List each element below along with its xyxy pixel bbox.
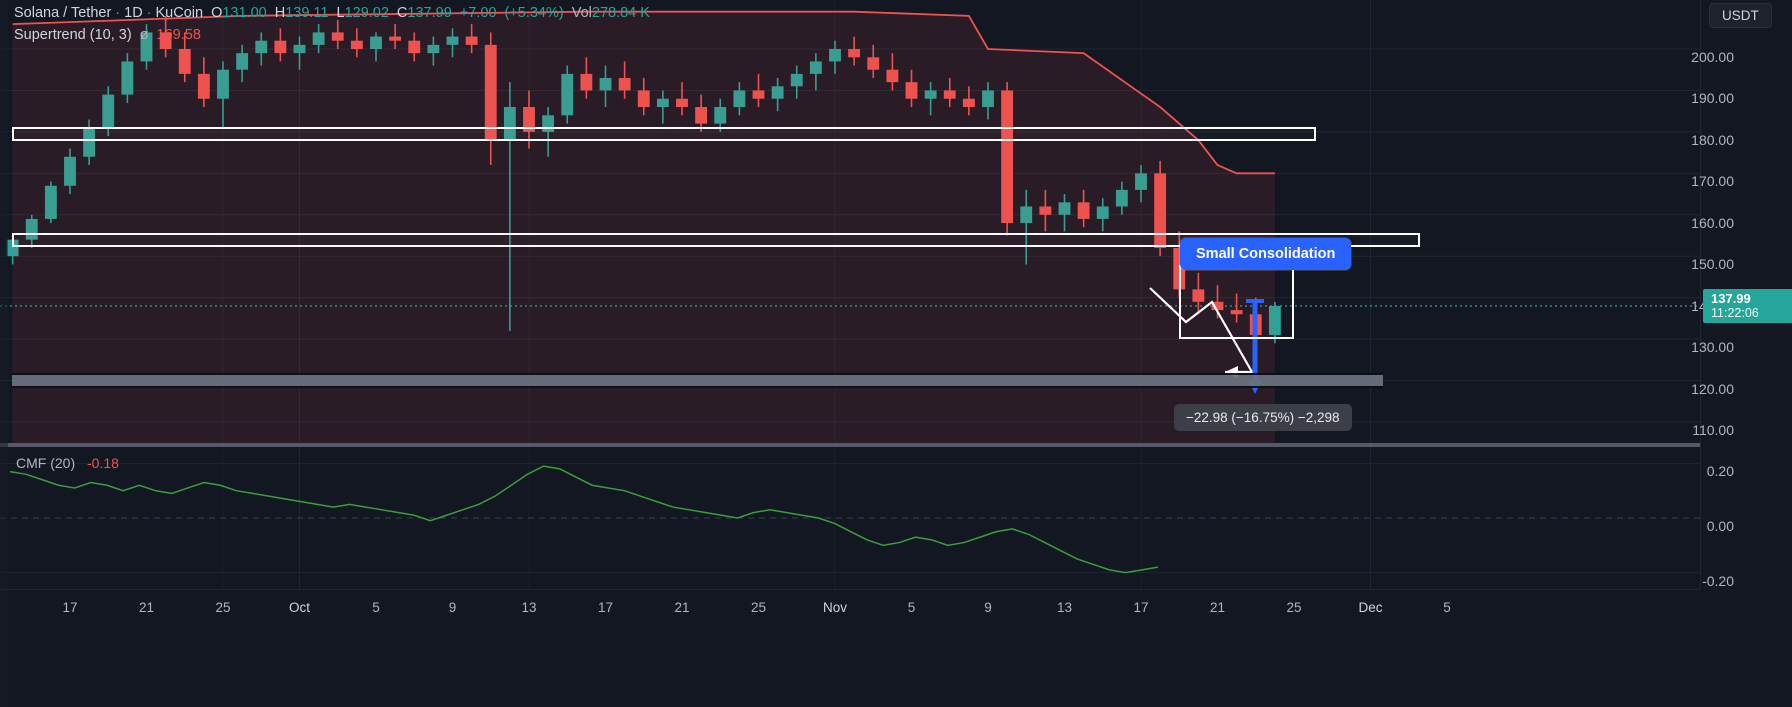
legend-volume-label: Vol — [571, 5, 592, 21]
time-tick: 25 — [750, 600, 767, 615]
current-price-countdown: 11:22:06 — [1711, 305, 1759, 320]
chart-legend: Solana / Tether · 1D · KuCoin O 131.00 H… — [14, 4, 650, 45]
resistance-level-2[interactable] — [12, 233, 1420, 248]
current-price-badge: 137.99 11:22:06 — [1703, 288, 1792, 323]
legend-sep-2: · — [146, 5, 152, 21]
cmf-line-series — [9, 465, 1159, 574]
cmf-grid — [0, 447, 1700, 589]
legend-symbol[interactable]: Solana / Tether — [14, 5, 112, 21]
time-tick: 21 — [674, 600, 690, 615]
legend-open-label: O — [211, 5, 223, 21]
time-tick: 13 — [521, 600, 537, 615]
legend-indicator-avg-symbol: ø — [139, 27, 149, 43]
time-tick: 5 — [1443, 600, 1451, 615]
legend-high-label: H — [274, 5, 286, 21]
resistance-level-1[interactable] — [12, 126, 1316, 141]
time-tick: 25 — [215, 600, 231, 615]
supertrend-line — [12, 10, 1275, 443]
legend-low-value: 129.02 — [344, 5, 389, 21]
legend-indicator-avg-value: 169.58 — [156, 27, 201, 43]
time-axis[interactable]: 17 21 25 Oct 5 9 13 17 21 25 Nov 5 9 13 17 21 25 Dec 5 — [0, 589, 1700, 707]
time-tick: 17 — [62, 600, 78, 615]
currency-badge: USDT — [1709, 3, 1772, 28]
legend-change-abs: +7.00 — [459, 5, 497, 21]
time-tick: 21 — [138, 600, 155, 615]
left-edge-shade — [0, 0, 8, 707]
legend-close-label: C — [396, 5, 408, 21]
legend-exchange[interactable]: KuCoin — [155, 5, 204, 21]
candlestick-series — [6, 15, 1281, 344]
legend-low-label: L — [336, 5, 345, 21]
time-tick: 9 — [448, 600, 457, 615]
cmf-legend: CMF (20) -0.18 — [16, 455, 119, 471]
legend-sep-1: · — [115, 5, 121, 21]
cmf-name[interactable]: CMF (20) — [16, 455, 76, 471]
legend-interval[interactable]: 1D — [124, 5, 143, 21]
time-tick: 5 — [907, 600, 916, 615]
time-tick: Nov — [822, 600, 848, 615]
time-tick: Oct — [288, 600, 311, 615]
support-zone-rectangle[interactable] — [12, 373, 1383, 388]
time-tick: 21 — [1209, 600, 1226, 615]
time-tick: 25 — [1286, 600, 1302, 615]
small-consolidation-label[interactable]: Small Consolidation — [1180, 238, 1352, 270]
cmf-value: -0.18 — [87, 455, 119, 471]
legend-indicator-name[interactable]: Supertrend (10, 3) — [14, 27, 132, 43]
time-tick: Dec — [1358, 600, 1383, 615]
time-tick: 17 — [1133, 600, 1149, 615]
time-tick: 13 — [1056, 600, 1073, 615]
pane-separator[interactable] — [0, 443, 1700, 447]
legend-row-symbol: Solana / Tether · 1D · KuCoin O 131.00 H… — [14, 4, 650, 23]
legend-open-value: 131.00 — [222, 5, 267, 21]
time-tick: 17 — [597, 600, 614, 615]
legend-change-pct: (+5.34%) — [504, 5, 564, 21]
cmf-pane[interactable] — [0, 447, 1700, 589]
legend-volume-value: 278.84 K — [591, 5, 650, 21]
legend-close-value: 137.99 — [407, 5, 452, 21]
price-axis[interactable]: USDT 200.00 190.00 180.00 170.00 160.00 150.0… — [1691, 0, 1792, 589]
measurement-tooltip: −22.98 (−16.75%) −2,298 — [1174, 404, 1352, 431]
legend-row-indicator: Supertrend (10, 3) ø 169.58 — [14, 26, 650, 45]
legend-high-value: 139.11 — [285, 5, 329, 21]
current-price-value: 137.99 — [1711, 290, 1751, 306]
consolidation-rectangle[interactable] — [1179, 264, 1294, 340]
price-pane[interactable] — [0, 0, 1700, 443]
time-tick: 9 — [984, 600, 992, 615]
time-tick: 5 — [372, 600, 380, 615]
